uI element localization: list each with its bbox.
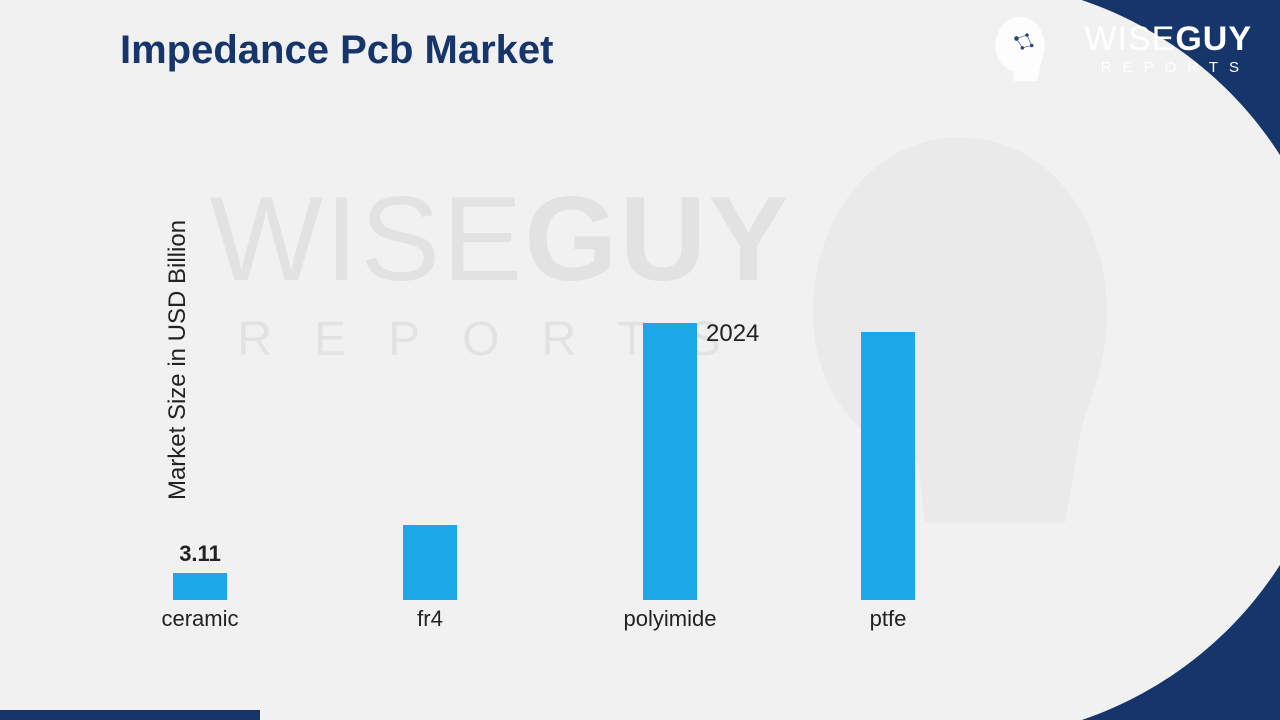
brand-wise: WISE [1084,20,1175,58]
bottom-accent-strip [0,710,260,720]
legend-label: 2024 [706,320,759,348]
bar-ceramic [173,573,227,600]
bar-ptfe [861,332,915,600]
x-label-ptfe: ptfe [870,606,907,632]
brand-head-icon [990,14,1050,84]
value-label-ceramic: 3.11 [179,541,221,567]
bar-fr4 [403,525,457,600]
bar-polyimide [643,323,697,600]
x-label-fr4: fr4 [417,606,443,632]
chart-card: WISEGUY REPORTS Impedance Pcb Market Mar… [0,0,1280,720]
brand-guy: GUY [1175,20,1252,58]
x-label-polyimide: polyimide [624,606,717,632]
brand-reports: REPORTS [1084,60,1252,75]
brand-logo-text: WISEGUY REPORTS [1084,22,1252,75]
plot-area: 2024 3.11 ceramic fr4 polyimide ptfe [110,120,930,640]
chart-title: Impedance Pcb Market [120,28,554,73]
x-label-ceramic: ceramic [161,606,238,632]
